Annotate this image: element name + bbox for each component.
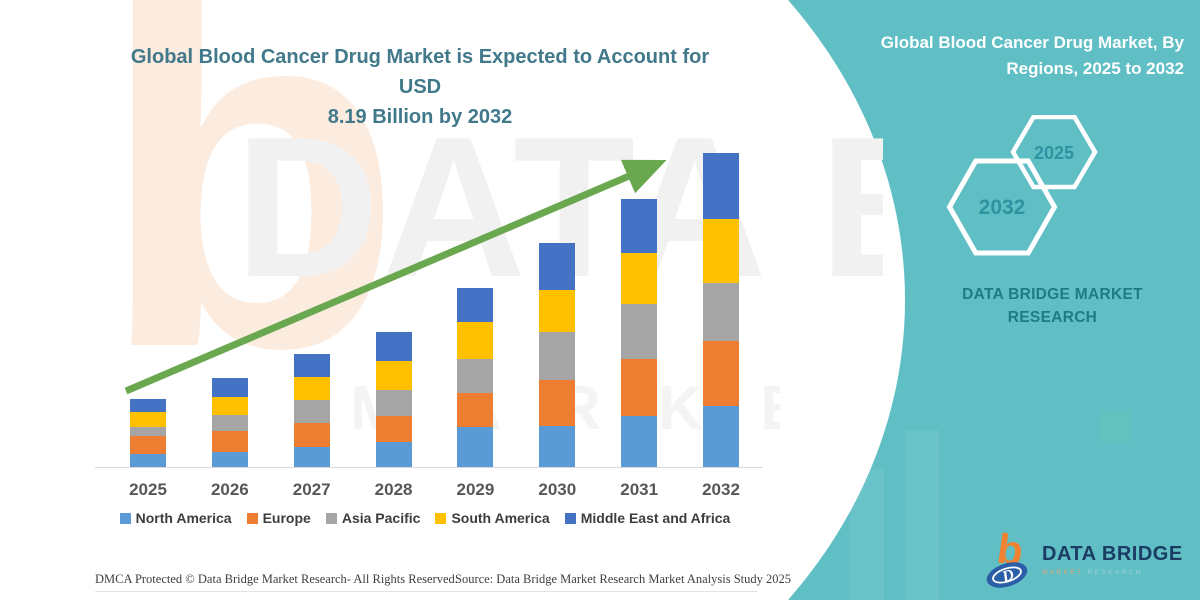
bar-segment-2029 xyxy=(457,426,494,467)
panel-brand-line2: RESEARCH xyxy=(1007,309,1098,327)
bar-segment-2025 xyxy=(130,412,166,427)
bar-segment-2030 xyxy=(539,379,576,426)
bar-segment-2025 xyxy=(130,398,166,413)
legend-item: Asia Pacific xyxy=(325,510,421,526)
bar-segment-2030 xyxy=(539,332,576,380)
dmca-text: DMCA Protected © Data Bridge Market Rese… xyxy=(95,572,458,586)
legend-swatch xyxy=(246,512,258,524)
panel-brand-line1: DATA BRIDGE MARKET xyxy=(962,286,1143,303)
x-axis-line xyxy=(95,467,763,468)
hexagon-2032-label: 2032 xyxy=(979,196,1026,219)
databridge-logo-icon: b D xyxy=(986,528,1028,588)
bar-segment-2032 xyxy=(703,152,740,219)
legend-swatch xyxy=(119,512,131,524)
bar-segment-2032 xyxy=(703,283,740,341)
source-text: Source: Data Bridge Market Research Mark… xyxy=(455,572,792,586)
x-axis-label: 2030 xyxy=(538,480,577,499)
bar-segment-2026 xyxy=(211,430,248,452)
legend-label: North America xyxy=(135,510,232,526)
bar-segment-2031 xyxy=(621,359,658,416)
legend-item: South America xyxy=(435,510,550,526)
bar-segment-2032 xyxy=(703,406,740,467)
legend-label: Asia Pacific xyxy=(341,510,421,526)
chart-title-line2: 8.19 Billion by 2032 xyxy=(327,106,513,128)
legend-item: Middle East and Africa xyxy=(564,510,731,526)
x-axis-label: 2028 xyxy=(374,480,413,499)
panel-watermark-square xyxy=(1100,410,1130,442)
bar-segment-2025 xyxy=(130,426,166,437)
bar-segment-2025 xyxy=(130,453,166,467)
bar-segment-2031 xyxy=(621,415,658,467)
bar-segment-2027 xyxy=(293,376,330,400)
legend-item: North America xyxy=(119,510,232,526)
legend-label: Middle East and Africa xyxy=(580,510,731,526)
panel-watermark-bar xyxy=(905,430,939,600)
bar-segment-2027 xyxy=(293,354,330,377)
chart-title: Global Blood Cancer Drug Market is Expec… xyxy=(108,42,732,132)
hexagon-2032-outline xyxy=(946,158,1058,256)
chart-legend: North America Europe Asia Pacific South Ame… xyxy=(85,510,765,526)
bar-segment-2029 xyxy=(457,359,494,393)
panel-title-line2: Regions, 2025 to 2032 xyxy=(1006,59,1184,79)
bar-segment-2028 xyxy=(375,416,412,442)
bar-segment-2028 xyxy=(375,361,412,390)
bar-segment-2027 xyxy=(293,423,330,447)
x-axis-label: 2027 xyxy=(292,480,331,499)
chart-title-line1: Global Blood Cancer Drug Market is Expec… xyxy=(130,46,710,98)
footer-divider xyxy=(95,591,757,592)
bar-segment-2029 xyxy=(457,288,494,323)
bar-segment-2032 xyxy=(703,340,740,407)
panel-brand-text: DATA BRIDGE MARKET RESEARCH xyxy=(920,283,1185,330)
bar-segment-2028 xyxy=(375,332,412,362)
logo-text-block: DATA BRIDGE MARKET RESEARCH xyxy=(1042,543,1183,576)
trend-arrow xyxy=(124,159,667,395)
curved-white-divider xyxy=(0,0,905,600)
databridge-logo: b D DATA BRIDGE MARKET RESEARCH xyxy=(985,526,1195,592)
hexagon-2025-outline xyxy=(1010,115,1098,190)
x-axis-label: 2026 xyxy=(210,480,249,499)
bar-segment-2031 xyxy=(621,198,658,254)
x-axis-label: 2032 xyxy=(702,480,740,499)
legend-swatch xyxy=(564,512,576,524)
legend-item: Europe xyxy=(246,510,311,526)
bar-segment-2028 xyxy=(375,389,412,417)
bar-segment-2027 xyxy=(293,446,330,467)
bar-segment-2031 xyxy=(621,303,658,360)
logo-subtitle: MARKET RESEARCH xyxy=(1042,568,1143,576)
panel-title-line1: Global Blood Cancer Drug Market, By xyxy=(880,33,1184,52)
bar-segment-2029 xyxy=(457,393,494,427)
watermark-letter-b: b xyxy=(98,0,404,451)
x-axis-label: 2025 xyxy=(129,480,167,499)
bar-segment-2028 xyxy=(375,441,412,467)
x-axis-label: 2029 xyxy=(456,480,495,499)
bar-segment-2026 xyxy=(211,378,248,397)
logo-name: DATA BRIDGE xyxy=(1042,542,1183,565)
legend-label: Europe xyxy=(262,510,311,526)
bar-segment-2030 xyxy=(539,289,576,333)
bar-segment-2030 xyxy=(539,425,576,467)
bar-segment-2026 xyxy=(211,396,248,416)
legend-swatch xyxy=(325,512,337,524)
bar-segment-2027 xyxy=(293,399,330,424)
bar-segment-2026 xyxy=(211,451,248,467)
bar-segment-2030 xyxy=(539,242,576,290)
year-hexagons: 2032 2025 xyxy=(946,115,1098,256)
bar-segment-2031 xyxy=(621,253,658,304)
bar-segment-2025 xyxy=(130,436,166,454)
panel-watermark-bar xyxy=(850,470,884,600)
legend-swatch xyxy=(435,512,447,524)
logo-swoosh: D xyxy=(986,562,1028,588)
hexagon-2025-label: 2025 xyxy=(1034,143,1074,163)
svg-text:D: D xyxy=(999,566,1017,586)
x-axis-label: 2031 xyxy=(620,480,659,499)
legend-label: South America xyxy=(451,510,550,526)
panel-title: Global Blood Cancer Drug Market, By Regi… xyxy=(844,30,1184,83)
bar-segment-2029 xyxy=(457,322,494,360)
bar-segment-2032 xyxy=(703,218,740,284)
bar-segment-2026 xyxy=(211,415,248,431)
